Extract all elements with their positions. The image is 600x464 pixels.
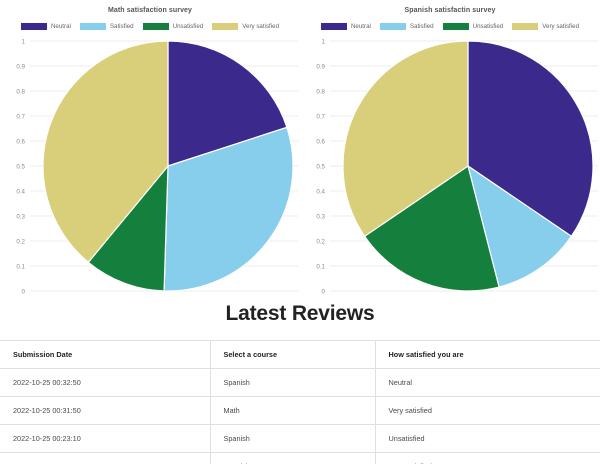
y-axis-tick-label: 0.9 [316, 63, 325, 70]
pie-chart-spanish[interactable]: 1 0.9 0.8 0.7 0.6 0.5 0.4 0.3 0.2 0.1 0 [300, 35, 600, 297]
legend-swatch-neutral [20, 22, 47, 30]
column-header-how-satisfied[interactable]: How satisfied you are [375, 340, 600, 369]
pie-slice-very-satisfied[interactable] [42, 40, 169, 264]
pie-slice-satisfied[interactable] [467, 164, 573, 288]
chart-title: Math satisfaction survey [107, 7, 193, 14]
pie-slice-unsatisfied[interactable] [363, 165, 500, 292]
column-header-submission-date[interactable]: Submission Date [0, 340, 211, 369]
charts-row: Math satisfaction survey Neutral Satisfi… [0, 0, 600, 296]
y-axis-tick-label: 0.6 [316, 138, 325, 145]
page-title: Latest Reviews [225, 302, 375, 325]
reviews-table: Submission Date Select a course How sati… [0, 340, 600, 464]
legend-item-unsatisfied[interactable]: Unsatisfied [142, 22, 204, 30]
y-axis-tick-label: 0.1 [316, 263, 325, 270]
y-axis-tick-label: 0.9 [16, 63, 25, 70]
cell-satisfaction: Very satisfied [375, 452, 600, 464]
table-row[interactable]: 2022-10-25 00:31:50 Math Very satisfied [0, 396, 600, 425]
chart-legend: Neutral Satisfied Unsatisfied Very satis… [300, 21, 600, 31]
pie-chart-math[interactable]: 1 0.9 0.8 0.7 0.6 0.5 0.4 0.3 0.2 0.1 0 [0, 35, 300, 297]
y-axis-tick-label: 0.2 [16, 238, 25, 245]
table-row[interactable]: 2022-10-25 00:32:50 Spanish Neutral [0, 368, 600, 397]
cell-course: Spanish [210, 452, 376, 464]
cell-submission-date: 2022-10-25 00:23:10 [0, 424, 211, 453]
cell-satisfaction: Very satisfied [375, 396, 600, 425]
legend-item-very-satisfied[interactable]: Very satisfied [212, 22, 280, 30]
legend-item-unsatisfied[interactable]: Unsatisfied [442, 22, 504, 30]
pie-slice-neutral[interactable] [467, 40, 594, 238]
y-axis-tick-label: 0.6 [16, 138, 25, 145]
legend-item-very-satisfied[interactable]: Very satisfied [512, 22, 580, 30]
table-row[interactable]: 2022-10-25 00:23:05 Spanish Very satisfi… [0, 452, 600, 464]
legend-label-neutral: Neutral [50, 22, 71, 30]
legend-swatch-satisfied [379, 22, 406, 30]
legend-label-neutral: Neutral [350, 22, 371, 30]
y-axis-tick-label: 0.5 [16, 163, 25, 170]
chart-panel-spanish: Spanish satisfactin survey Neutral Satis… [300, 0, 600, 296]
chart-title: Spanish satisfactin survey [404, 7, 496, 14]
legend-label-unsatisfied: Unsatisfied [172, 22, 204, 30]
legend-swatch-unsatisfied [142, 22, 169, 30]
legend-label-very-satisfied: Very satisfied [542, 22, 580, 30]
legend-item-neutral[interactable]: Neutral [320, 22, 371, 30]
chart-panel-math: Math satisfaction survey Neutral Satisfi… [0, 0, 300, 296]
y-axis-tick-label: 0 [322, 288, 326, 295]
y-axis-tick-label: 0.1 [16, 263, 25, 270]
legend-label-satisfied: Satisfied [409, 22, 434, 30]
y-axis-tick-label: 0.8 [316, 88, 325, 95]
legend-swatch-very-satisfied [512, 22, 539, 30]
cell-course: Math [210, 396, 376, 425]
cell-course: Spanish [210, 424, 376, 453]
y-axis-tick-label: 0.7 [16, 113, 25, 120]
legend-item-neutral[interactable]: Neutral [20, 22, 71, 30]
y-axis-tick-label: 0.7 [316, 113, 325, 120]
pie-slice-unsatisfied[interactable] [87, 164, 169, 292]
y-axis-tick-label: 1 [322, 38, 326, 45]
pie-slice-neutral[interactable] [167, 40, 288, 167]
y-axis-tick-label: 0.4 [16, 188, 25, 195]
cell-submission-date: 2022-10-25 00:31:50 [0, 396, 211, 425]
legend-item-satisfied[interactable]: Satisfied [79, 22, 134, 30]
y-axis-tick-label: 0.3 [316, 213, 325, 220]
table-row[interactable]: 2022-10-25 00:23:10 Spanish Unsatisfied [0, 424, 600, 453]
table-header-row: Submission Date Select a course How sati… [0, 340, 600, 369]
table-body: 2022-10-25 00:32:50 Spanish Neutral 2022… [0, 368, 600, 464]
cell-course: Spanish [210, 368, 376, 397]
y-axis-tick-label: 1 [22, 38, 26, 45]
legend-swatch-satisfied [79, 22, 106, 30]
y-axis-tick-label: 0 [22, 288, 26, 295]
cell-submission-date: 2022-10-25 00:32:50 [0, 368, 211, 397]
legend-label-unsatisfied: Unsatisfied [472, 22, 504, 30]
y-axis-tick-label: 0.2 [316, 238, 325, 245]
y-axis-tick-label: 0.3 [16, 213, 25, 220]
cell-submission-date: 2022-10-25 00:23:05 [0, 452, 211, 464]
plot-area-math: 1 0.9 0.8 0.7 0.6 0.5 0.4 0.3 0.2 0.1 0 [0, 35, 300, 297]
chart-legend: Neutral Satisfied Unsatisfied Very satis… [0, 21, 300, 31]
legend-label-satisfied: Satisfied [109, 22, 134, 30]
y-axis-tick-label: 0.5 [316, 163, 325, 170]
legend-swatch-very-satisfied [212, 22, 239, 30]
y-axis-tick-label: 0.4 [316, 188, 325, 195]
legend-swatch-neutral [320, 22, 347, 30]
pie-slice-very-satisfied[interactable] [342, 40, 469, 238]
pie-slice-satisfied[interactable] [163, 126, 294, 292]
y-axis-tick-label: 0.8 [16, 88, 25, 95]
cell-satisfaction: Unsatisfied [375, 424, 600, 453]
column-header-select-a-course[interactable]: Select a course [210, 340, 376, 369]
legend-item-satisfied[interactable]: Satisfied [379, 22, 434, 30]
legend-swatch-unsatisfied [442, 22, 469, 30]
cell-satisfaction: Neutral [375, 368, 600, 397]
plot-area-spanish: 1 0.9 0.8 0.7 0.6 0.5 0.4 0.3 0.2 0.1 0 [300, 35, 600, 297]
legend-label-very-satisfied: Very satisfied [242, 22, 280, 30]
